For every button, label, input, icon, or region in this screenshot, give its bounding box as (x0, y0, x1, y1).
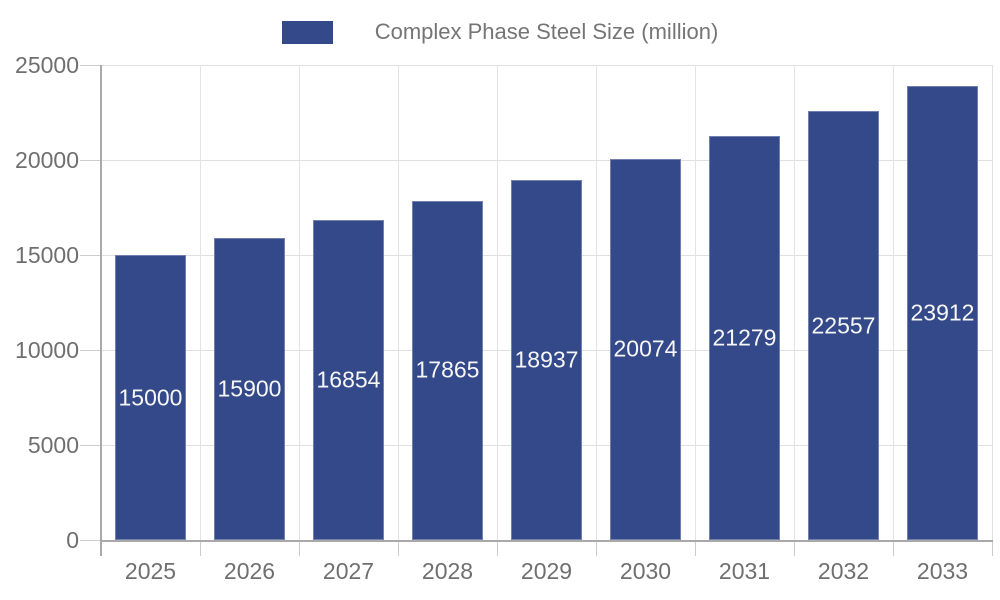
y-axis-tick (80, 255, 100, 256)
bar[interactable]: 15000 (115, 255, 186, 540)
legend-label: Complex Phase Steel Size (million) (374, 19, 719, 44)
bar[interactable]: 20074 (610, 158, 681, 540)
bar-value-label: 22557 (811, 312, 876, 339)
x-axis-tick (893, 540, 894, 556)
y-tick-label: 20000 (15, 147, 79, 173)
x-axis-line (100, 540, 993, 542)
x-tick-label: 2026 (223, 558, 276, 584)
x-tick-label: 2028 (421, 558, 474, 584)
x-tick-label: 2031 (718, 558, 771, 584)
bar-value-label: 15900 (217, 375, 282, 402)
gridline-vertical (200, 65, 201, 540)
bar-value-label: 20074 (613, 335, 678, 362)
y-axis-tick (80, 540, 100, 541)
gridline-vertical (992, 65, 993, 540)
x-axis-tick (200, 540, 201, 556)
gridline-vertical (596, 65, 597, 540)
x-tick-label: 2032 (817, 558, 870, 584)
x-axis-tick (695, 540, 696, 556)
y-tick-label: 5000 (27, 432, 79, 458)
gridline-vertical (893, 65, 894, 540)
gridline-horizontal (101, 160, 992, 161)
bar-value-label: 23912 (910, 299, 975, 326)
gridline-horizontal (101, 65, 992, 66)
gridline-vertical (299, 65, 300, 540)
gridline-vertical (398, 65, 399, 540)
bar[interactable]: 16854 (313, 219, 384, 540)
bar[interactable]: 15900 (214, 237, 285, 540)
y-axis-tick (80, 160, 100, 161)
y-axis-line (100, 65, 102, 556)
bar[interactable]: 18937 (511, 180, 582, 540)
y-tick-label: 0 (66, 527, 79, 553)
bar-value-label: 17865 (415, 356, 480, 383)
bar-value-label: 16854 (316, 366, 381, 393)
gridline-vertical (695, 65, 696, 540)
y-tick-label: 10000 (15, 337, 79, 363)
bar[interactable]: 23912 (907, 85, 978, 540)
legend-swatch[interactable] (281, 20, 333, 44)
bar-value-label: 15000 (118, 384, 183, 410)
y-axis-tick (80, 445, 100, 446)
gridline-vertical (794, 65, 795, 540)
x-tick-label: 2027 (322, 558, 375, 584)
x-tick-label: 2029 (520, 558, 573, 584)
y-tick-label: 25000 (15, 52, 79, 78)
x-axis-tick (497, 540, 498, 556)
y-axis-tick (80, 65, 100, 66)
bar[interactable]: 17865 (412, 200, 483, 540)
x-axis-tick (299, 540, 300, 556)
x-axis-tick (398, 540, 399, 556)
x-tick-label: 2033 (916, 558, 969, 584)
gridline-vertical (497, 65, 498, 540)
x-axis-tick (596, 540, 597, 556)
bar-value-label: 21279 (712, 324, 777, 351)
y-tick-label: 15000 (15, 242, 79, 268)
x-tick-label: 2030 (619, 558, 672, 584)
y-axis-tick (80, 350, 100, 351)
x-axis-tick (794, 540, 795, 556)
legend[interactable]: Complex Phase Steel Size (million) (0, 19, 1000, 45)
x-axis-tick (992, 540, 993, 556)
bar[interactable]: 21279 (709, 135, 780, 540)
bar[interactable]: 22557 (808, 111, 879, 540)
bar-value-label: 18937 (514, 346, 579, 373)
x-tick-label: 2025 (124, 558, 177, 584)
